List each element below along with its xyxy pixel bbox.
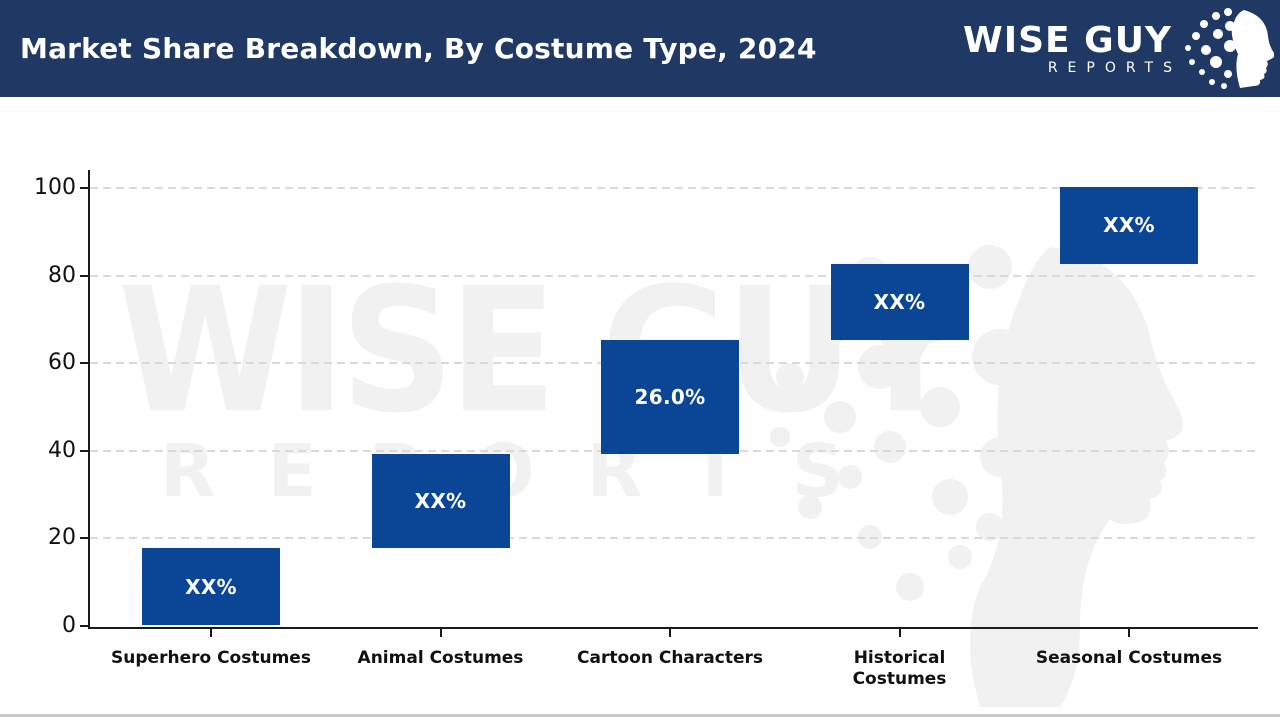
y-axis-label: 20 (48, 525, 76, 551)
x-axis-tick (1128, 629, 1130, 637)
x-axis-category-label: Historical Costumes (852, 648, 947, 689)
bottom-border (0, 714, 1280, 717)
x-axis-tick (439, 629, 442, 637)
bar-value-label: 26.0% (634, 385, 706, 410)
x-axis-category-label: Animal Costumes (357, 648, 524, 668)
y-axis-tick (80, 187, 88, 189)
bar: XX% (830, 263, 969, 341)
x-axis-tick (898, 629, 901, 637)
y-axis-tick (80, 537, 88, 540)
x-axis-tick (210, 629, 212, 637)
plot: 0 20 40 60 80 100 XX% Superhero Costumes XX% Anim… (34, 170, 1258, 689)
brand-text: WISE GUY REPORTS (962, 19, 1172, 76)
bar: XX% (1060, 187, 1198, 264)
bar-value-label: XX% (185, 574, 237, 599)
bar: XX% (371, 454, 510, 549)
y-axis-tick (80, 449, 88, 452)
bar: 26.0% (601, 340, 739, 455)
x-axis-line (88, 627, 1258, 629)
brand-name: WISE GUY (962, 19, 1172, 61)
brand-logo: WISE GUY REPORTS (963, 6, 1274, 92)
header: Market Share Breakdown, By Costume Type,… (0, 0, 1280, 97)
chart-area: WISE GUY REPORTS 0 20 40 60 80 100 XX% Superher… (0, 97, 1280, 717)
y-axis-line (88, 170, 90, 629)
bar-value-label: XX% (873, 289, 926, 314)
x-axis-category-label: Superhero Costumes (111, 648, 311, 668)
y-axis-tick (80, 274, 88, 277)
chart-title: Market Share Breakdown, By Costume Type,… (20, 32, 817, 65)
x-axis-category-label: Cartoon Characters (577, 648, 763, 668)
x-axis-tick (669, 629, 671, 637)
y-axis-label: 0 (62, 613, 76, 638)
bar-value-label: XX% (414, 489, 467, 514)
gridline (90, 537, 1258, 540)
gridline (90, 187, 1258, 189)
brand-head-icon (1185, 8, 1274, 89)
y-axis-tick (80, 625, 88, 627)
y-axis-label: 40 (48, 437, 76, 463)
brand-subtitle: REPORTS (1047, 60, 1182, 77)
bar: XX% (142, 548, 280, 625)
y-axis-label: 80 (48, 262, 76, 288)
y-axis-tick (80, 362, 88, 365)
x-axis-category-label: Seasonal Costumes (1035, 648, 1223, 668)
bar-value-label: XX% (1103, 213, 1155, 238)
y-axis-label: 100 (34, 175, 76, 200)
y-axis-label: 60 (48, 350, 76, 376)
gridline (90, 274, 1258, 277)
